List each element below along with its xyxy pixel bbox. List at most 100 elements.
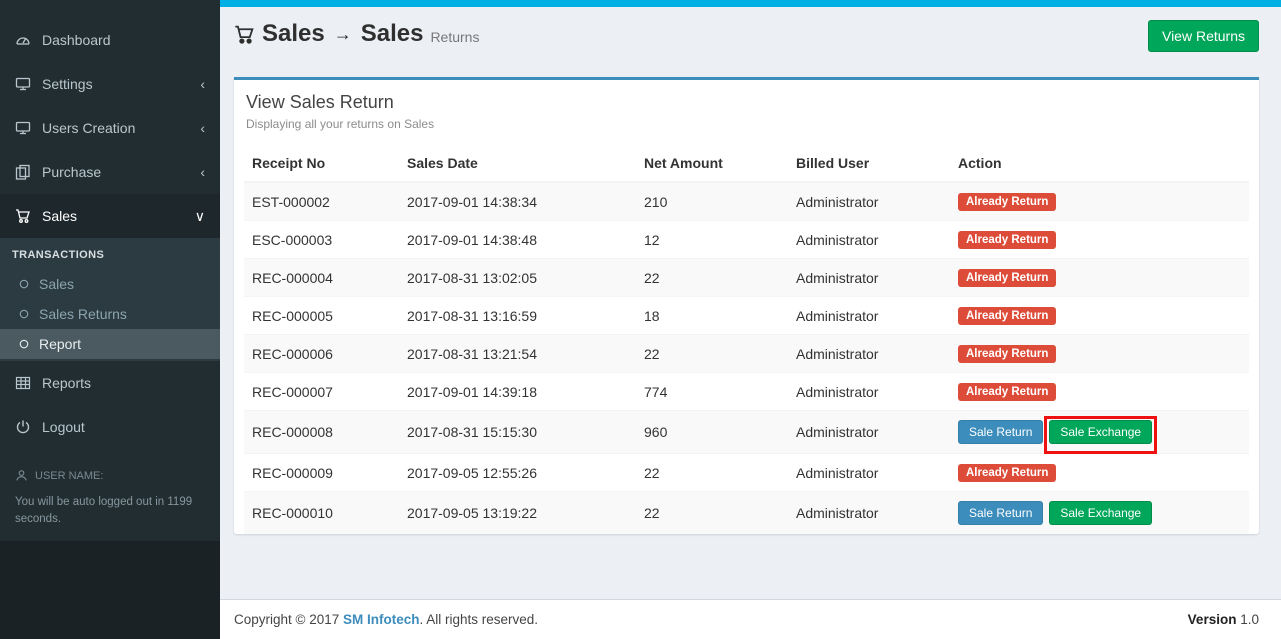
sidebar-item-report[interactable]: Report — [0, 329, 220, 359]
desktop-icon — [15, 120, 32, 136]
content-header: Sales → Sales Returns View Returns — [220, 7, 1281, 52]
already-return-badge: Already Return — [958, 231, 1057, 249]
cell-billed-user: Administrator — [788, 372, 950, 411]
cell-billed-user: Administrator — [788, 410, 950, 454]
table-body: EST-000002 2017-09-01 14:38:34 210 Administ… — [244, 181, 1249, 534]
table-row: REC-000005 2017-08-31 13:16:59 18 Administr… — [244, 296, 1249, 335]
sidebar-menu: Dashboard Settings ‹ Users Creation — [0, 0, 220, 449]
cell-sales-date: 2017-08-31 13:02:05 — [399, 258, 636, 297]
version-label: Version — [1187, 612, 1237, 627]
table-row: REC-000008 2017-08-31 15:15:30 960 Administ… — [244, 410, 1249, 454]
cell-net-amount: 960 — [636, 410, 788, 454]
already-return-badge: Already Return — [958, 269, 1057, 287]
cart-icon — [15, 208, 32, 224]
cell-action: Already Return — [950, 334, 1249, 373]
circle-icon — [18, 308, 30, 320]
card-title: View Sales Return — [246, 92, 394, 112]
copyright-text: Copyright © 2017 SM Infotech. All rights… — [234, 612, 538, 627]
cell-receipt-no: REC-000010 — [244, 491, 399, 534]
power-icon — [15, 419, 32, 435]
cell-net-amount: 22 — [636, 491, 788, 534]
sidebar-item-label: Reports — [42, 375, 92, 391]
already-return-badge: Already Return — [958, 307, 1057, 325]
cell-action: Already Return — [950, 296, 1249, 335]
column-header-action: Action — [950, 145, 1249, 183]
cell-billed-user: Administrator — [788, 181, 950, 221]
already-return-badge: Already Return — [958, 345, 1057, 363]
cell-receipt-no: ESC-000003 — [244, 220, 399, 259]
cell-net-amount: 210 — [636, 181, 788, 221]
cell-sales-date: 2017-09-05 13:19:22 — [399, 491, 636, 534]
table-row: REC-000004 2017-08-31 13:02:05 22 Administr… — [244, 258, 1249, 297]
sale-return-button[interactable]: Sale Return — [958, 420, 1044, 444]
table-icon — [15, 375, 32, 391]
cell-receipt-no: REC-000005 — [244, 296, 399, 335]
version-value: 1.0 — [1240, 612, 1259, 627]
cell-net-amount: 18 — [636, 296, 788, 335]
sidebar-item-sales[interactable]: Sales ∨ — [0, 194, 220, 238]
cell-sales-date: 2017-08-31 15:15:30 — [399, 410, 636, 454]
cell-net-amount: 774 — [636, 372, 788, 411]
top-navbar-strip — [220, 0, 1281, 7]
sale-return-button[interactable]: Sale Return — [958, 501, 1044, 525]
cell-receipt-no: REC-000004 — [244, 258, 399, 297]
column-header-receipt-no: Receipt No — [244, 145, 399, 183]
sidebar-item-logout[interactable]: Logout — [0, 405, 220, 449]
column-header-billed-user: Billed User — [788, 145, 950, 183]
column-header-net-amount: Net Amount — [636, 145, 788, 183]
view-returns-button[interactable]: View Returns — [1147, 20, 1259, 52]
circle-icon — [18, 338, 30, 350]
cell-sales-date: 2017-09-01 14:38:48 — [399, 220, 636, 259]
desktop-icon — [15, 76, 32, 92]
sales-returns-table: Receipt No Sales Date Net Amount Billed … — [244, 145, 1249, 534]
already-return-badge: Already Return — [958, 464, 1057, 482]
cell-billed-user: Administrator — [788, 491, 950, 534]
cell-sales-date: 2017-09-01 14:38:34 — [399, 181, 636, 221]
submenu-item-label: Report — [39, 336, 82, 352]
cart-icon — [234, 24, 255, 45]
sidebar-item-sales-transactions[interactable]: Sales — [0, 269, 220, 299]
files-icon — [15, 164, 32, 180]
breadcrumb-page: Sales — [360, 20, 424, 47]
sidebar-item-label: Sales — [42, 208, 78, 224]
main-area: Sales → Sales Returns View Returns View … — [220, 0, 1281, 639]
circle-icon — [18, 278, 30, 290]
sidebar-item-label: Users Creation — [42, 120, 136, 136]
cell-net-amount: 22 — [636, 453, 788, 492]
version-text: Version 1.0 — [1188, 612, 1259, 627]
cell-action: Already Return — [950, 453, 1249, 492]
table-row: REC-000007 2017-09-01 14:39:18 774 Administ… — [244, 372, 1249, 411]
sale-exchange-button[interactable]: Sale Exchange — [1049, 501, 1153, 525]
cell-action: Already Return — [950, 220, 1249, 259]
user-icon — [15, 469, 28, 482]
auto-logout-notice: You will be auto logged out in 1199 seco… — [15, 496, 193, 525]
table-row: REC-000009 2017-09-05 12:55:26 22 Administr… — [244, 453, 1249, 492]
card-subtitle: Displaying all your returns on Sales — [246, 117, 435, 131]
annotation-highlight: Sale Exchange — [1044, 416, 1158, 454]
cell-receipt-no: REC-000007 — [244, 372, 399, 411]
cell-receipt-no: REC-000008 — [244, 410, 399, 454]
cell-receipt-no: EST-000002 — [244, 181, 399, 221]
cell-billed-user: Administrator — [788, 453, 950, 492]
page-title: Sales → Sales Returns — [234, 20, 479, 48]
cell-action: Already Return — [950, 181, 1249, 221]
table-row: REC-000010 2017-09-05 13:19:22 22 Administr… — [244, 491, 1249, 534]
sidebar-item-settings[interactable]: Settings ‹ — [0, 62, 220, 106]
chevron-left-icon: ‹ — [200, 164, 205, 180]
sale-exchange-button[interactable]: Sale Exchange — [1049, 420, 1153, 444]
cell-billed-user: Administrator — [788, 334, 950, 373]
cell-sales-date: 2017-08-31 13:16:59 — [399, 296, 636, 335]
sidebar-item-purchase[interactable]: Purchase ‹ — [0, 150, 220, 194]
brand-link[interactable]: SM Infotech — [343, 612, 420, 627]
sidebar-item-label: Dashboard — [42, 32, 111, 48]
sidebar: Dashboard Settings ‹ Users Creation — [0, 0, 220, 639]
user-name-label: USER NAME: — [35, 469, 104, 482]
user-section: USER NAME: — [0, 449, 220, 486]
sidebar-item-reports[interactable]: Reports — [0, 361, 220, 405]
cell-sales-date: 2017-09-05 12:55:26 — [399, 453, 636, 492]
already-return-badge: Already Return — [958, 383, 1057, 401]
sidebar-item-sales-returns[interactable]: Sales Returns — [0, 299, 220, 329]
sidebar-item-dashboard[interactable]: Dashboard — [0, 18, 220, 62]
sidebar-item-users-creation[interactable]: Users Creation ‹ — [0, 106, 220, 150]
